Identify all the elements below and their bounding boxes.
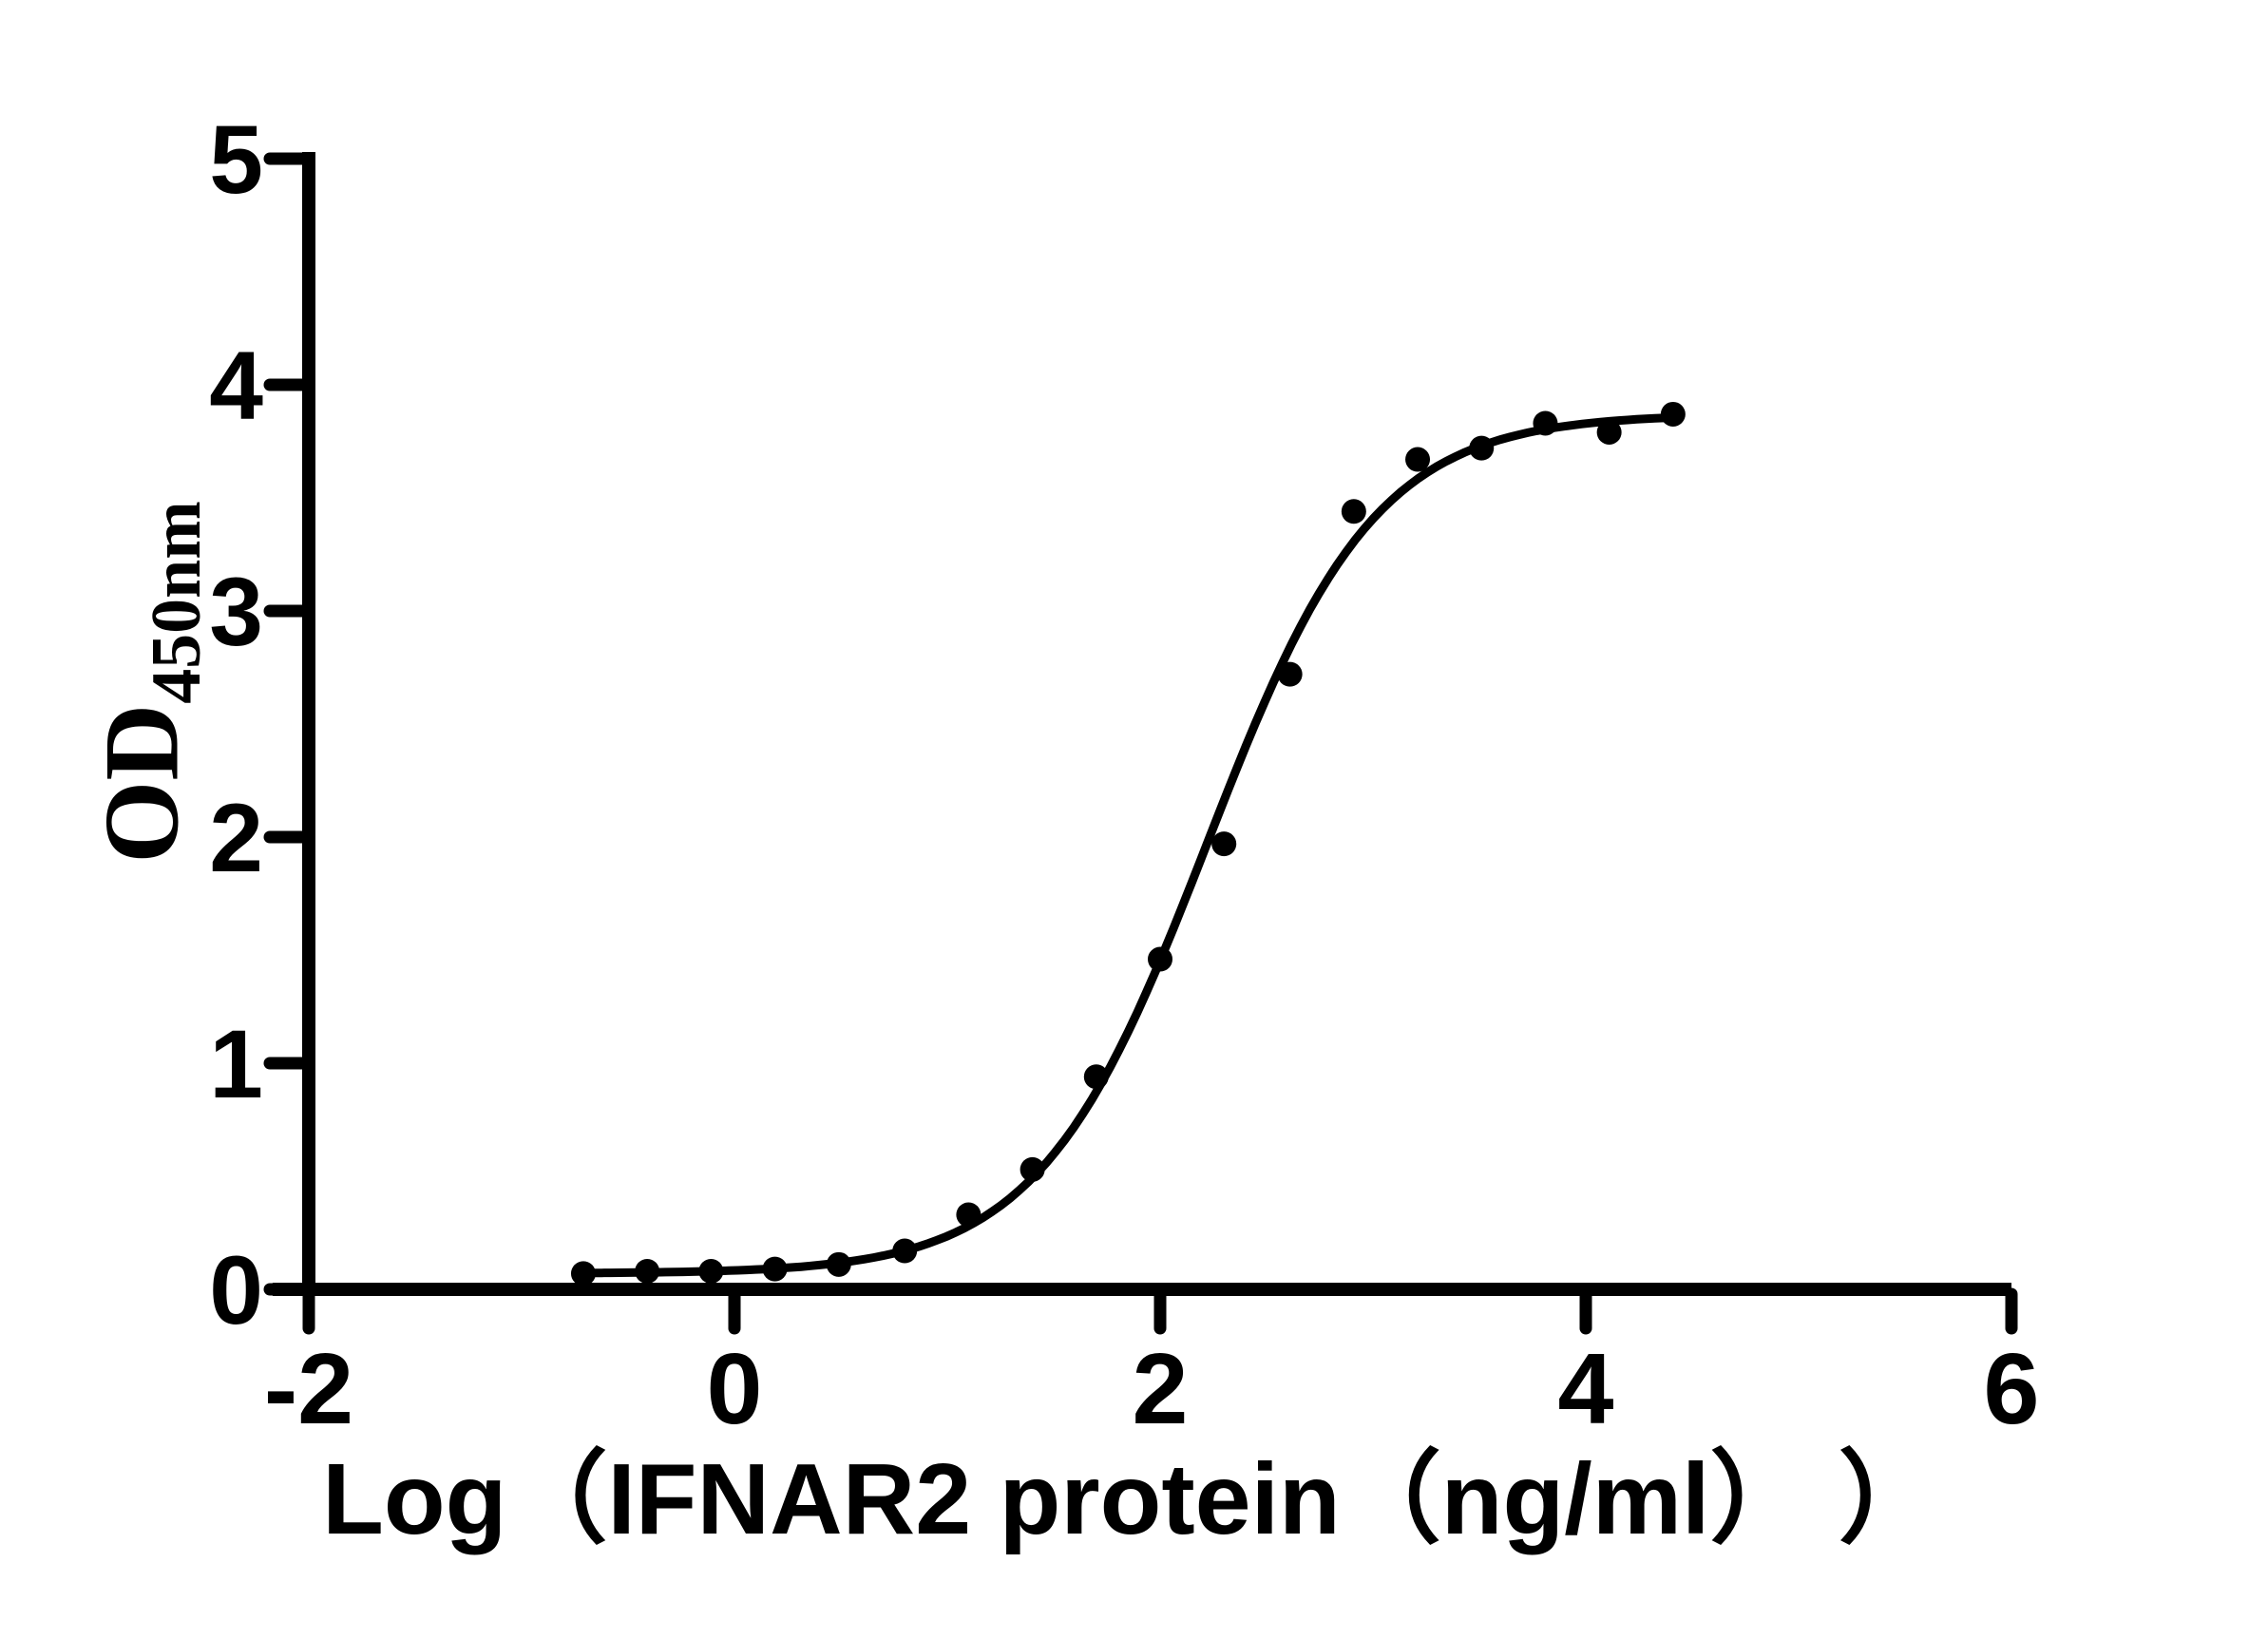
data-point	[1469, 435, 1495, 461]
data-point	[1148, 946, 1172, 972]
x-tick-label: 2	[1133, 1333, 1189, 1445]
y-axis-title: OD450nm	[82, 501, 215, 864]
y-axis-title-main: OD	[83, 703, 201, 864]
data-point	[1211, 831, 1237, 857]
y-axis-title-subscript: 450nm	[136, 501, 215, 704]
x-axis-title: Log（IFNAR2 protein（ng/ml） ）	[322, 1443, 1939, 1555]
data-point	[1020, 1156, 1045, 1182]
data-point	[1277, 661, 1303, 687]
data-point	[1596, 419, 1622, 445]
data-point	[762, 1256, 788, 1282]
data-point	[635, 1258, 660, 1284]
y-tick-label: 3	[209, 558, 263, 666]
y-tick-label: 0	[209, 1236, 263, 1344]
x-tick-label: -2	[264, 1333, 353, 1445]
data-point	[1533, 410, 1558, 436]
y-tick-label: 5	[209, 105, 263, 214]
x-tick-label: 6	[1984, 1333, 2040, 1445]
data-point	[892, 1238, 918, 1264]
x-tick-label: 4	[1558, 1333, 1614, 1445]
x-tick-label: 0	[707, 1333, 763, 1445]
y-tick-label: 4	[209, 332, 263, 440]
data-point	[698, 1258, 724, 1284]
fit-curve	[579, 413, 1678, 1278]
data-point	[1083, 1064, 1109, 1090]
data-point	[1405, 447, 1431, 472]
data-point	[826, 1251, 851, 1277]
data-point	[570, 1261, 596, 1286]
data-point	[1660, 401, 1686, 427]
data-point	[1341, 499, 1366, 524]
data-point	[956, 1202, 982, 1228]
y-tick-label: 1	[209, 1010, 263, 1118]
y-tick-label: 2	[209, 784, 263, 892]
